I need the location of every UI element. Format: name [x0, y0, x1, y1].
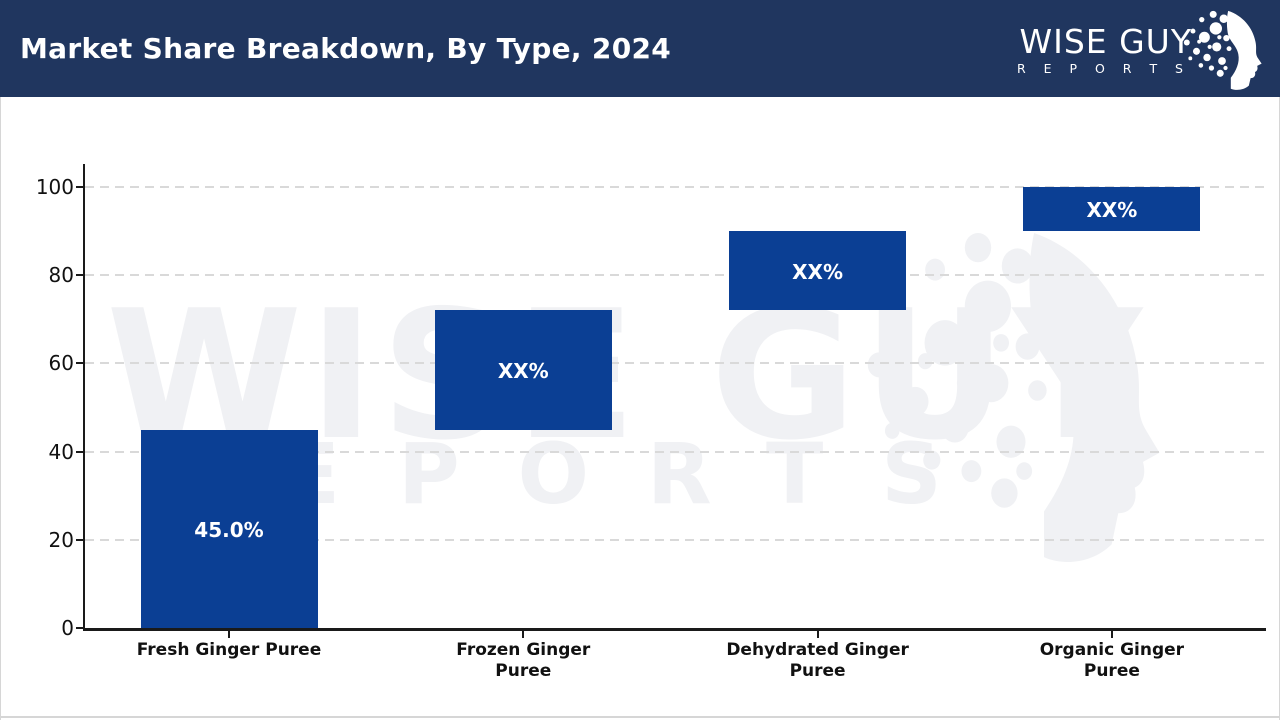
brand-logo-text: WISE GUY R E P O R T S — [1016, 21, 1192, 77]
y-axis-tick-label: 100 — [35, 175, 74, 199]
y-axis-tick-mark — [76, 274, 84, 277]
y-axis-tick-label: 60 — [48, 351, 74, 376]
gridline-y100 — [85, 186, 1266, 188]
x-axis-tick-mark — [522, 631, 525, 638]
x-axis-tick-mark — [816, 631, 819, 638]
bar-frozen-ginger-puree — [434, 310, 612, 430]
bar-dehydrated-ginger-puree — [729, 231, 907, 311]
y-axis-tick-mark — [76, 538, 84, 541]
y-axis-line — [83, 164, 85, 630]
x-axis-line — [83, 628, 1266, 631]
x-axis-category-label: Fresh Ginger Puree — [136, 640, 322, 660]
bar-value-label: XX% — [792, 259, 844, 284]
y-axis-tick-mark — [76, 627, 84, 629]
gridline-y60 — [85, 362, 1266, 365]
gridline-y40 — [85, 450, 1266, 453]
x-axis-category-label: Dehydrated Ginger Puree — [726, 640, 909, 681]
bar-fresh-ginger-puree — [140, 429, 318, 628]
logo-subtext: R E P O R T S — [1016, 61, 1190, 77]
bar-value-label: XX% — [1086, 198, 1138, 223]
header-bar: Market Share Breakdown, By Type, 2024 WI… — [0, 0, 1280, 97]
left-border — [0, 0, 1, 720]
x-axis-category-label: Organic Ginger Puree — [1039, 640, 1185, 681]
y-axis-tick-label: 0 — [61, 616, 74, 640]
brand-logo: WISE GUY R E P O R T S — [1017, 6, 1266, 94]
x-axis-tick-mark — [228, 631, 230, 638]
gridline-y80 — [85, 274, 1266, 277]
bar-value-label: 45.0% — [194, 517, 264, 542]
page-title: Market Share Breakdown, By Type, 2024 — [20, 32, 672, 65]
y-axis-tick-mark — [76, 362, 84, 365]
bar-organic-ginger-puree — [1023, 187, 1201, 232]
logo-wordmark: WISE GUY — [1019, 21, 1192, 61]
bottom-border — [0, 716, 1280, 718]
y-axis-tick-label: 80 — [48, 263, 74, 288]
y-axis-tick-label: 40 — [48, 439, 74, 464]
x-axis-tick-mark — [1110, 631, 1113, 638]
y-axis-tick-mark — [76, 450, 84, 453]
y-axis-tick-label: 20 — [48, 527, 74, 552]
y-axis-tick-mark — [76, 186, 84, 188]
bar-value-label: XX% — [497, 359, 549, 383]
gridline-y20 — [85, 538, 1266, 541]
x-axis-category-label: Frozen Ginger Puree — [456, 640, 591, 681]
